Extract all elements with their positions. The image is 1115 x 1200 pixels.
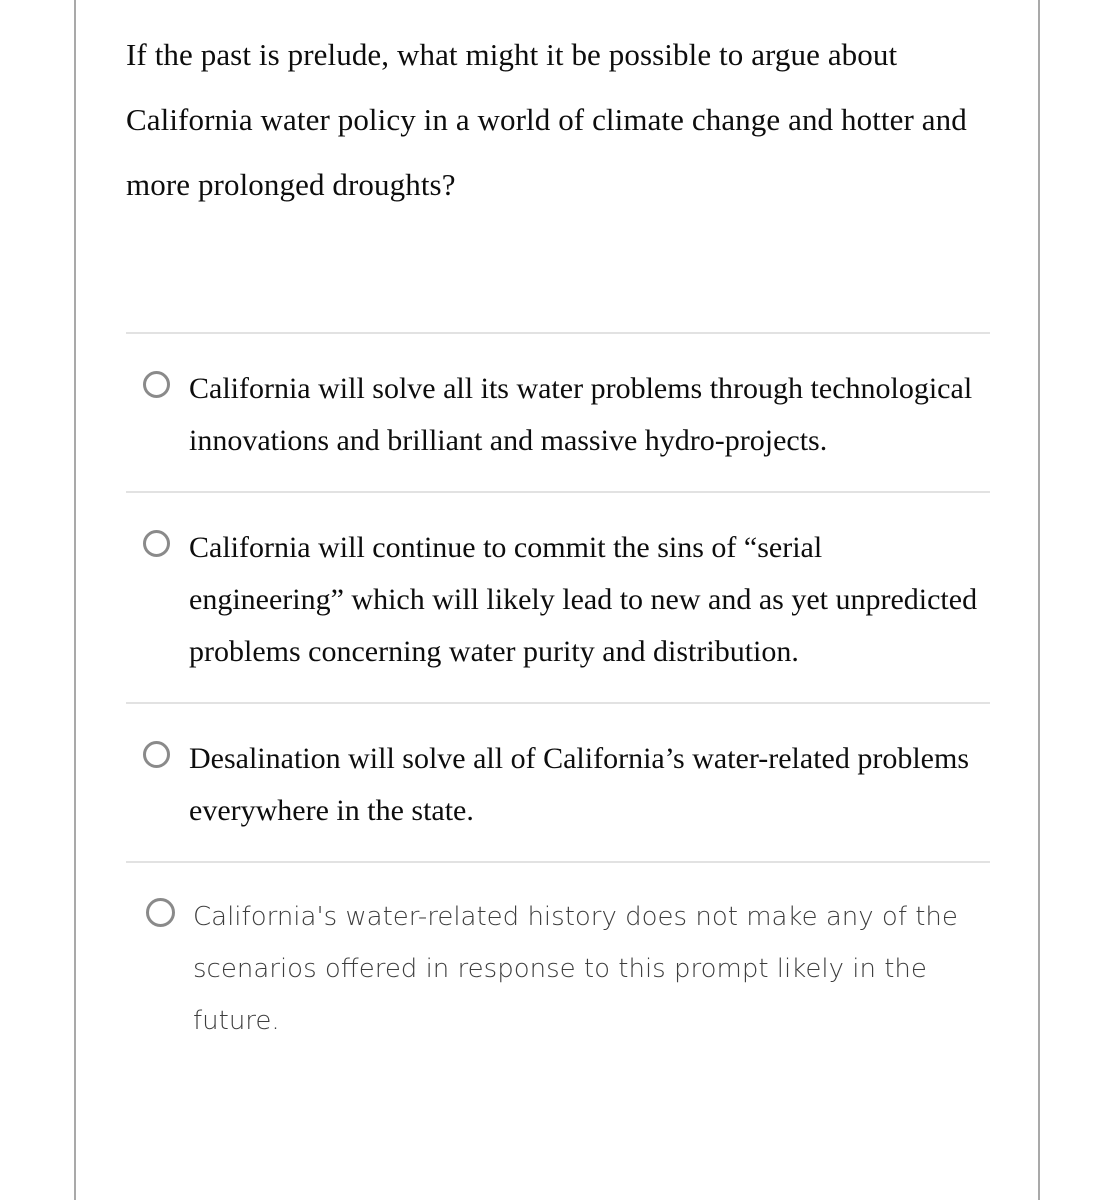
option-separator (126, 702, 990, 704)
radio-button-d[interactable] (146, 898, 175, 927)
answer-option-b[interactable]: California will continue to commit the s… (126, 493, 990, 702)
answer-option-c-label: Desalination will solve all of Californi… (189, 742, 969, 827)
radio-button-a[interactable] (143, 371, 170, 398)
answer-option-b-label: California will continue to commit the s… (189, 531, 978, 668)
answer-option-a-label: California will solve all its water prob… (189, 372, 973, 457)
question-text: If the past is prelude, what might it be… (126, 37, 967, 202)
radio-button-c[interactable] (143, 741, 170, 768)
option-separator (126, 491, 990, 493)
option-separator (126, 332, 990, 334)
answer-options-list: California will solve all its water prob… (126, 332, 990, 1067)
option-separator (126, 861, 990, 863)
radio-button-b[interactable] (143, 530, 170, 557)
right-frame-rule (1038, 0, 1040, 1200)
answer-option-d-label: California's water-related history does … (193, 902, 958, 1036)
answer-option-a[interactable]: California will solve all its water prob… (126, 334, 990, 491)
answer-option-c[interactable]: Desalination will solve all of Californi… (126, 704, 990, 861)
answer-option-d[interactable]: California's water-related history does … (126, 863, 990, 1067)
left-frame-rule (74, 0, 76, 1200)
question-content: If the past is prelude, what might it be… (76, 0, 1038, 1200)
